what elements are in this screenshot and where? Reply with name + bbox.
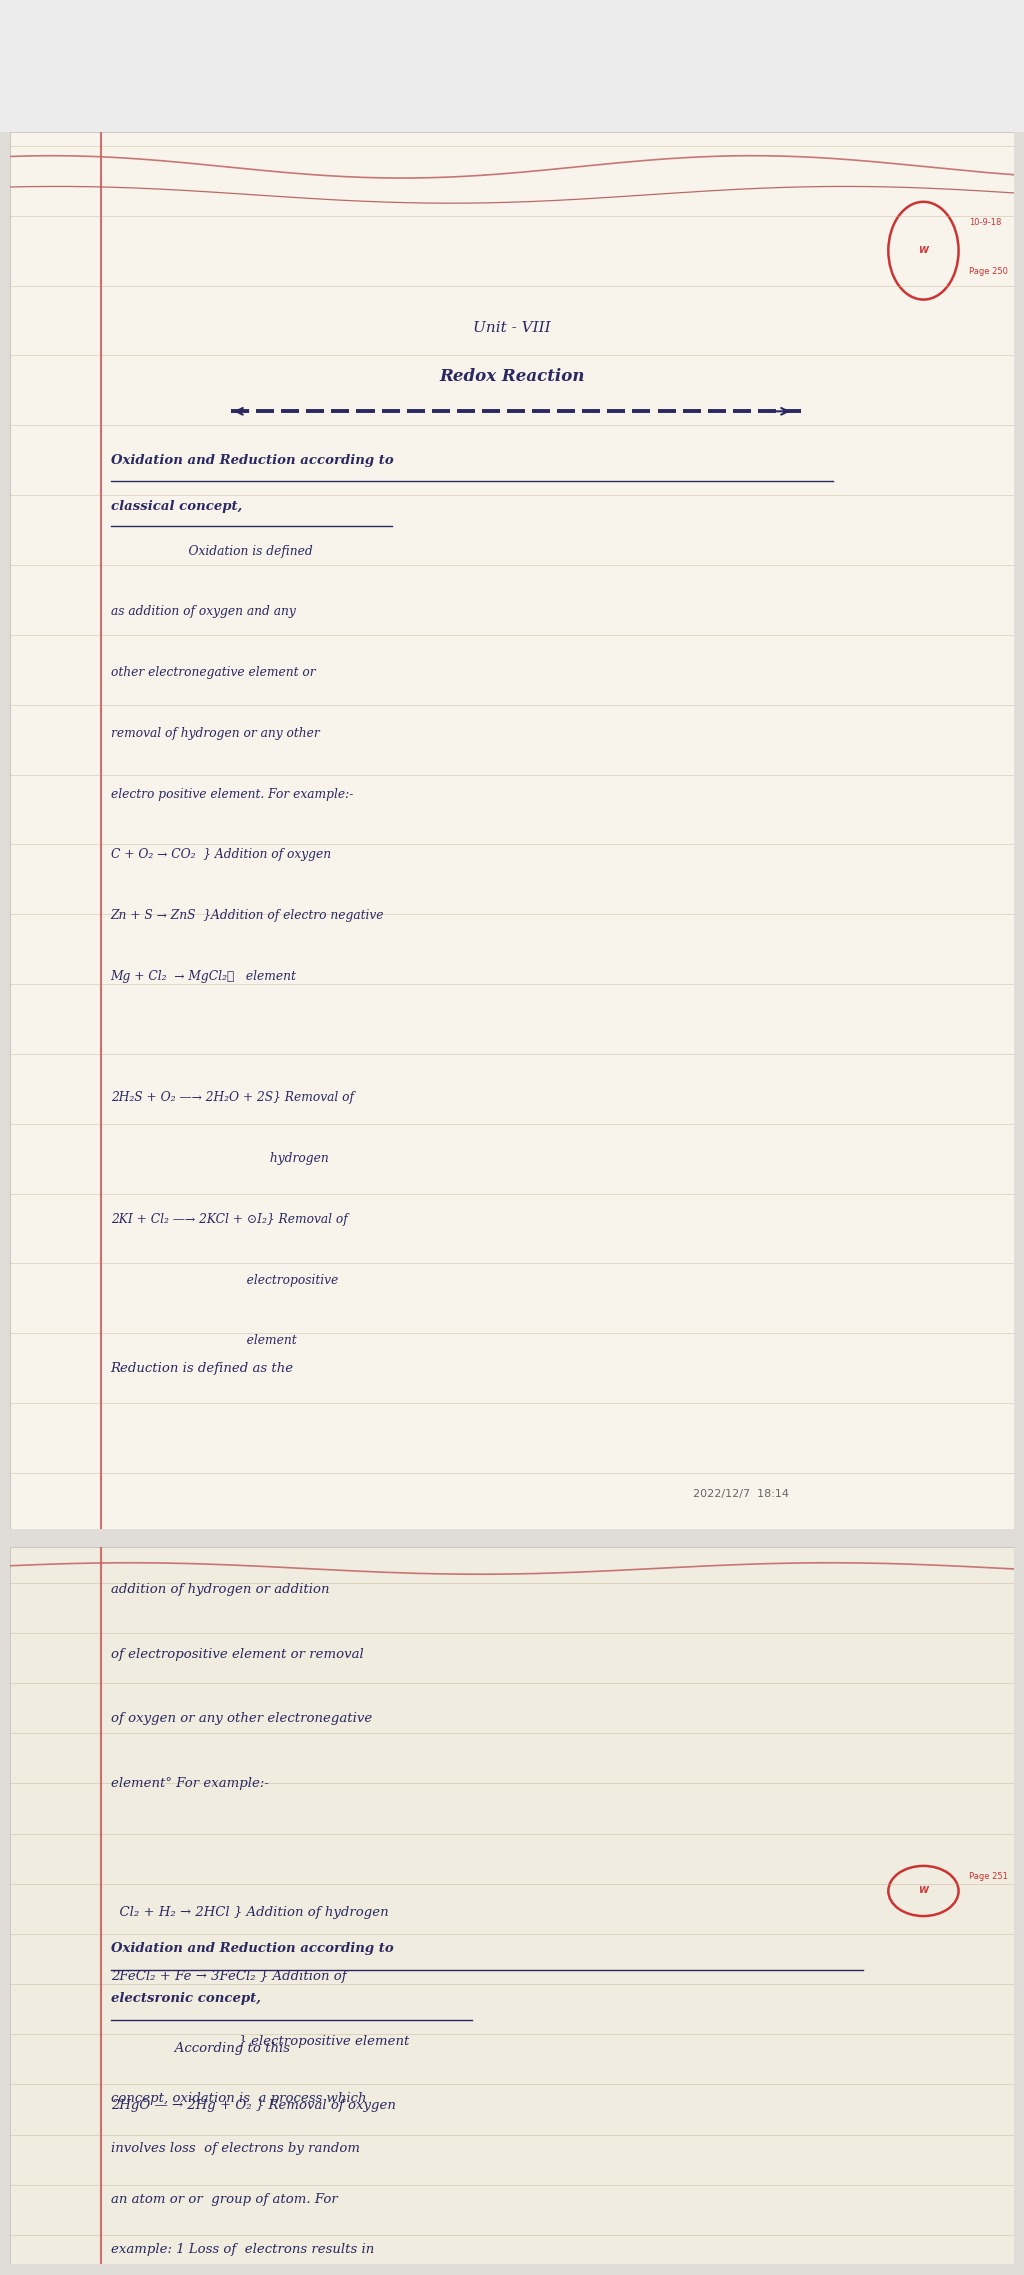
- Text: Redox Reaction: Redox Reaction: [439, 369, 585, 384]
- Text: According to this: According to this: [111, 2043, 290, 2054]
- Text: W: W: [919, 1886, 929, 1895]
- Text: Oxidation and Reduction according to: Oxidation and Reduction according to: [111, 453, 393, 466]
- FancyBboxPatch shape: [0, 0, 1024, 132]
- Text: 2022/12/7  18:14: 2022/12/7 18:14: [692, 1488, 788, 1499]
- Text: 2H₂S + O₂ —→ 2H₂O + 2S} Removal of: 2H₂S + O₂ —→ 2H₂O + 2S} Removal of: [111, 1092, 353, 1103]
- Text: Reduction is defined as the: Reduction is defined as the: [111, 1363, 294, 1374]
- Text: other electronegative element or: other electronegative element or: [111, 667, 315, 678]
- Text: C + O₂ → CO₂  } Addition of oxygen: C + O₂ → CO₂ } Addition of oxygen: [111, 849, 331, 862]
- Text: as addition of oxygen and any: as addition of oxygen and any: [111, 605, 295, 619]
- Text: involves loss  of electrons by random: involves loss of electrons by random: [111, 2143, 359, 2154]
- Text: element° For example:-: element° For example:-: [111, 1777, 268, 1790]
- Text: classical concept,: classical concept,: [111, 500, 242, 512]
- Text: electsronic concept,: electsronic concept,: [111, 1993, 260, 2004]
- Text: Oxidation is defined: Oxidation is defined: [111, 544, 312, 557]
- Text: Unit - VIII: Unit - VIII: [473, 321, 551, 334]
- Text: Page 250: Page 250: [969, 266, 1008, 275]
- Text: Mg + Cl₂  → MgCl₂⎲   element: Mg + Cl₂ → MgCl₂⎲ element: [111, 969, 297, 983]
- Text: of electropositive element or removal: of electropositive element or removal: [111, 1647, 364, 1661]
- Text: Cl₂ + H₂ → 2HCl } Addition of hydrogen: Cl₂ + H₂ → 2HCl } Addition of hydrogen: [111, 1906, 388, 1920]
- Text: example: 1 Loss of  electrons results in: example: 1 Loss of electrons results in: [111, 2243, 374, 2257]
- Text: of oxygen or any other electronegative: of oxygen or any other electronegative: [111, 1713, 372, 1724]
- Text: electropositive: electropositive: [111, 1274, 338, 1288]
- Text: element: element: [111, 1335, 296, 1347]
- Text: electro positive element. For example:-: electro positive element. For example:-: [111, 787, 353, 801]
- FancyBboxPatch shape: [10, 1547, 1014, 2264]
- Text: an atom or or  group of atom. For: an atom or or group of atom. For: [111, 2193, 337, 2207]
- Text: 2HgO — → 2Hg + O₂ } Removal of oxygen: 2HgO — → 2Hg + O₂ } Removal of oxygen: [111, 2100, 395, 2113]
- Text: Page 251: Page 251: [969, 1872, 1008, 1881]
- Text: 2KI + Cl₂ —→ 2KCl + ⊙I₂} Removal of: 2KI + Cl₂ —→ 2KCl + ⊙I₂} Removal of: [111, 1213, 347, 1226]
- Text: addition of hydrogen or addition: addition of hydrogen or addition: [111, 1583, 329, 1597]
- Text: } electropositive element: } electropositive element: [111, 2034, 409, 2048]
- Text: removal of hydrogen or any other: removal of hydrogen or any other: [111, 726, 319, 739]
- Text: 10-9-18: 10-9-18: [969, 218, 1001, 228]
- FancyBboxPatch shape: [10, 132, 1014, 1529]
- Text: Oxidation and Reduction according to: Oxidation and Reduction according to: [111, 1943, 393, 1954]
- Text: W: W: [919, 246, 929, 255]
- Text: Zn + S → ZnS  }Addition of electro negative: Zn + S → ZnS }Addition of electro negati…: [111, 910, 384, 921]
- Text: 2FeCl₂ + Fe → 3FeCl₂ } Addition of: 2FeCl₂ + Fe → 3FeCl₂ } Addition of: [111, 1970, 346, 1984]
- Text: hydrogen: hydrogen: [111, 1151, 329, 1165]
- Text: concept, oxidation is  a process which: concept, oxidation is a process which: [111, 2093, 367, 2104]
